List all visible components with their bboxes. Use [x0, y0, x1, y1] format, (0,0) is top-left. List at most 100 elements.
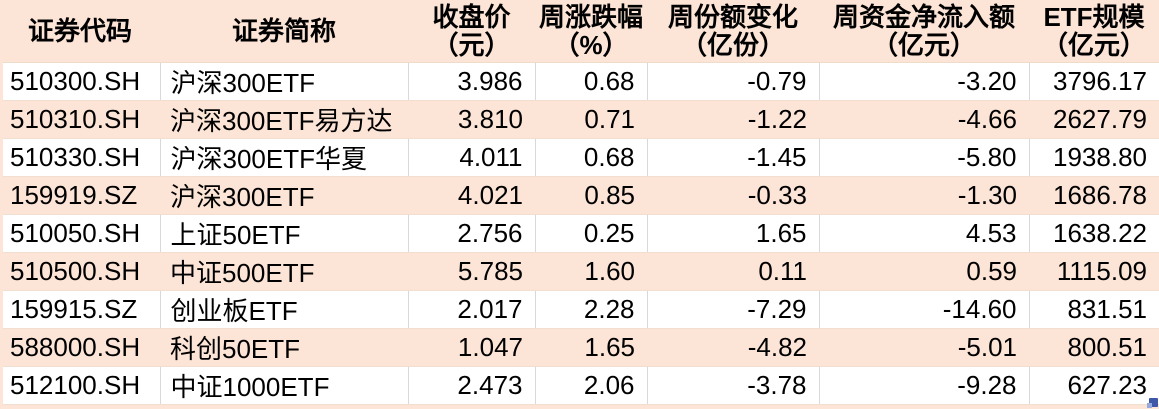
cell-code[interactable]: 512100.SH: [0, 366, 161, 405]
cell-week_chg[interactable]: 0.71: [535, 100, 647, 139]
cell-aum[interactable]: 1686.78: [1029, 176, 1159, 215]
header-label: 周份额变化: [667, 2, 798, 32]
cell-code[interactable]: 588080.SH: [0, 404, 160, 409]
cell-name[interactable]: 中证1000ETF: [160, 366, 409, 405]
cell-close[interactable]: 1.047: [408, 328, 535, 367]
cell-net_inflow[interactable]: -9.28: [819, 366, 1030, 405]
cell-week_chg[interactable]: 1.60: [535, 252, 647, 291]
cell-name[interactable]: 沪深300ETF华夏: [160, 138, 409, 177]
header-code[interactable]: 证券代码: [0, 0, 160, 63]
cell-week_chg[interactable]: 0.85: [535, 176, 647, 215]
cell-name[interactable]: 科创50ETF: [160, 328, 408, 367]
cell-close[interactable]: 2.017: [408, 290, 536, 329]
cell-net_inflow[interactable]: -14.60: [819, 290, 1030, 329]
header-week_chg[interactable]: 周涨跌幅 （%）: [535, 0, 647, 63]
cell-week_chg[interactable]: 2.28: [535, 290, 648, 329]
cell-code[interactable]: 510500.SH: [0, 252, 160, 291]
cell-net_inflow[interactable]: -3.20: [819, 62, 1030, 101]
cell-name[interactable]: 科创板50ETF: [160, 404, 408, 409]
cell-close[interactable]: 2.473: [408, 366, 536, 405]
cell-share_chg[interactable]: -0.33: [647, 176, 819, 215]
cell-share_chg[interactable]: -1.45: [647, 138, 820, 177]
cell-aum[interactable]: 800.51: [1029, 328, 1159, 367]
header-label: 周资金净流入额: [832, 2, 1015, 32]
cell-name[interactable]: 创业板ETF: [160, 290, 409, 329]
cell-share_chg[interactable]: -4.82: [647, 328, 819, 367]
cell-share_chg[interactable]: -1.62: [647, 404, 819, 409]
cell-close[interactable]: 3.986: [408, 62, 536, 101]
header-share_chg[interactable]: 周份额变化 （亿份）: [647, 0, 819, 63]
cell-code[interactable]: 159915.SZ: [0, 290, 161, 329]
cell-code[interactable]: 510310.SH: [0, 100, 160, 139]
fill-handle[interactable]: [1147, 398, 1158, 408]
cell-close[interactable]: 2.756: [408, 214, 536, 253]
cell-share_chg[interactable]: -3.78: [647, 366, 820, 405]
cell-name[interactable]: 中证500ETF: [160, 252, 408, 291]
cell-name[interactable]: 上证50ETF: [160, 214, 409, 253]
header-name[interactable]: 证券简称: [160, 0, 408, 63]
cell-name[interactable]: 沪深300ETF: [160, 62, 409, 101]
cell-code[interactable]: 588000.SH: [0, 328, 160, 367]
header-label: ETF规模: [1043, 2, 1145, 32]
left-edge-strip: [0, 0, 3, 409]
header-unit: （元）: [432, 30, 511, 60]
cell-aum[interactable]: 627.23: [1029, 366, 1159, 405]
table-body: 510300.SH 沪深300ETF 3.986 0.68 -0.79 -3.20 3796…: [0, 62, 1159, 409]
table-row: 510050.SH 上证50ETF 2.756 0.25 1.65 4.53 1638.22: [0, 214, 1159, 253]
header-label: 周涨跌幅: [538, 2, 643, 32]
cell-net_inflow[interactable]: -4.66: [819, 100, 1029, 139]
table-row: 510310.SH 沪深300ETF易方达 3.810 0.71 -1.22 -4.66 2…: [0, 100, 1159, 139]
cell-week_chg[interactable]: 0.68: [535, 62, 648, 101]
header-close[interactable]: 收盘价 （元）: [408, 0, 535, 63]
table-row: 510300.SH 沪深300ETF 3.986 0.68 -0.79 -3.20 3796…: [0, 62, 1159, 101]
header-aum[interactable]: ETF规模 （亿元）: [1029, 0, 1159, 63]
cell-code[interactable]: 510300.SH: [0, 62, 161, 101]
cell-share_chg[interactable]: 1.65: [647, 214, 820, 253]
cell-code[interactable]: 510330.SH: [0, 138, 161, 177]
header-unit: （亿份）: [680, 30, 785, 60]
cell-aum[interactable]: 2627.79: [1029, 100, 1159, 139]
header-unit: （%）: [553, 30, 629, 60]
header-label: 证券代码: [27, 16, 132, 46]
cell-net_inflow[interactable]: -5.80: [819, 138, 1030, 177]
cell-aum[interactable]: 1938.80: [1029, 138, 1159, 177]
cell-net_inflow[interactable]: -1.30: [819, 176, 1029, 215]
table-row: 588000.SH 科创50ETF 1.047 1.65 -4.82 -5.01 800.5…: [0, 328, 1159, 367]
cell-aum[interactable]: 1638.22: [1029, 214, 1159, 253]
header-net_inflow[interactable]: 周资金净流入额 （亿元）: [819, 0, 1029, 63]
cell-share_chg[interactable]: -0.79: [647, 62, 820, 101]
cell-share_chg[interactable]: -7.29: [647, 290, 820, 329]
cell-net_inflow[interactable]: 4.53: [819, 214, 1030, 253]
cell-aum[interactable]: 831.51: [1029, 290, 1159, 329]
cell-aum[interactable]: 3796.17: [1029, 62, 1159, 101]
cell-share_chg[interactable]: 0.11: [647, 252, 819, 291]
cell-week_chg[interactable]: 0.68: [535, 138, 648, 177]
cell-aum[interactable]: 1115.09: [1029, 252, 1159, 291]
cell-code[interactable]: 159919.SZ: [0, 176, 160, 215]
cell-close[interactable]: 4.011: [408, 138, 536, 177]
cell-close[interactable]: 3.810: [408, 100, 535, 139]
header-unit: （亿元）: [871, 30, 976, 60]
header-unit: （亿元）: [1041, 30, 1146, 60]
cell-week_chg[interactable]: 2.06: [535, 366, 648, 405]
cell-name[interactable]: 沪深300ETF: [160, 176, 408, 215]
cell-week_chg[interactable]: 1.59: [535, 404, 647, 409]
cell-week_chg[interactable]: 1.65: [535, 328, 647, 367]
table-row: 159915.SZ 创业板ETF 2.017 2.28 -7.29 -14.60 831.5…: [0, 290, 1159, 329]
cell-net_inflow[interactable]: 0.59: [819, 252, 1029, 291]
cell-close[interactable]: 5.785: [408, 252, 535, 291]
cell-close[interactable]: 1.021: [408, 404, 535, 409]
table-row: 588080.SH科创板50ETF1.0211.59-1.62-1.65610.…: [0, 404, 1159, 409]
cell-code[interactable]: 510050.SH: [0, 214, 161, 253]
cell-aum[interactable]: 610.90: [1029, 404, 1159, 409]
cell-close[interactable]: 4.021: [408, 176, 535, 215]
table-row: 510330.SH 沪深300ETF华夏 4.011 0.68 -1.45 -5.80 19…: [0, 138, 1159, 177]
table-row: 512100.SH 中证1000ETF 2.473 2.06 -3.78 -9.28 627…: [0, 366, 1159, 405]
cell-week_chg[interactable]: 0.25: [535, 214, 648, 253]
table-row: 159919.SZ 沪深300ETF 4.021 0.85 -0.33 -1.30 1686…: [0, 176, 1159, 215]
cell-share_chg[interactable]: -1.22: [647, 100, 819, 139]
cell-net_inflow[interactable]: -5.01: [819, 328, 1029, 367]
cell-name[interactable]: 沪深300ETF易方达: [160, 100, 408, 139]
cell-net_inflow[interactable]: -1.65: [819, 404, 1029, 409]
header-label: 收盘价: [432, 2, 511, 32]
